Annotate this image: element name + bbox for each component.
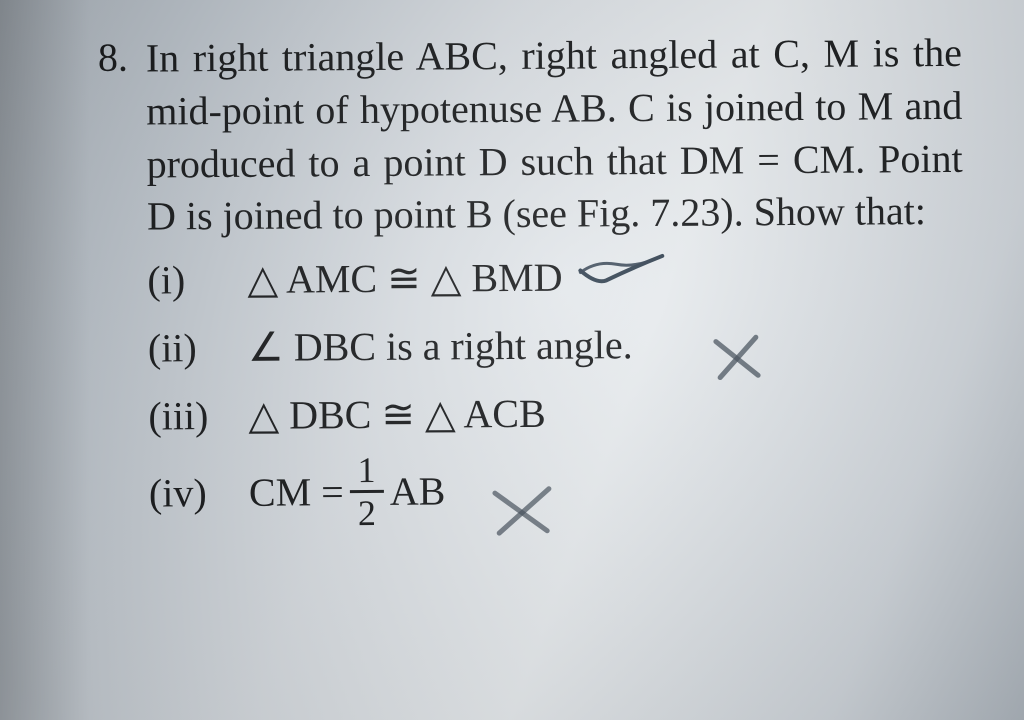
part-i: (i) △ AMC ≅ △ BMD [147, 244, 973, 312]
cross-mark-icon [489, 481, 560, 559]
part-ii: (ii) ∠ DBC is a right angle. [148, 312, 974, 380]
fraction-denominator: 2 [350, 493, 384, 531]
part-iii: (iii) △ DBC ≅ △ ACB [148, 380, 974, 448]
question-number: 8. [58, 33, 146, 84]
part-text: △ AMC ≅ △ BMD [247, 246, 667, 311]
checkmark-icon [576, 246, 666, 309]
part-iv: (iv) CM = 1 2 AB [149, 448, 976, 533]
parts-list: (i) △ AMC ≅ △ BMD (ii) ∠ DBC is a right … [147, 244, 975, 533]
part-text: CM = 1 2 AB [249, 452, 446, 532]
part-label: (iv) [149, 462, 249, 525]
part-text: ∠ DBC is a right angle. [248, 314, 633, 379]
part-label: (ii) [148, 317, 248, 380]
question-row: 8. In right triangle ABC, right angled a… [58, 27, 973, 245]
part-label: (iii) [148, 385, 248, 448]
question-text: In right triangle ABC, right angled at C… [146, 27, 973, 244]
cross-mark-icon [708, 327, 769, 405]
fraction: 1 2 [349, 452, 384, 531]
page-content: 8. In right triangle ABC, right angled a… [0, 0, 1024, 720]
part-label: (i) [147, 249, 247, 312]
fraction-numerator: 1 [349, 452, 383, 493]
part-text: △ DBC ≅ △ ACB [248, 383, 546, 447]
